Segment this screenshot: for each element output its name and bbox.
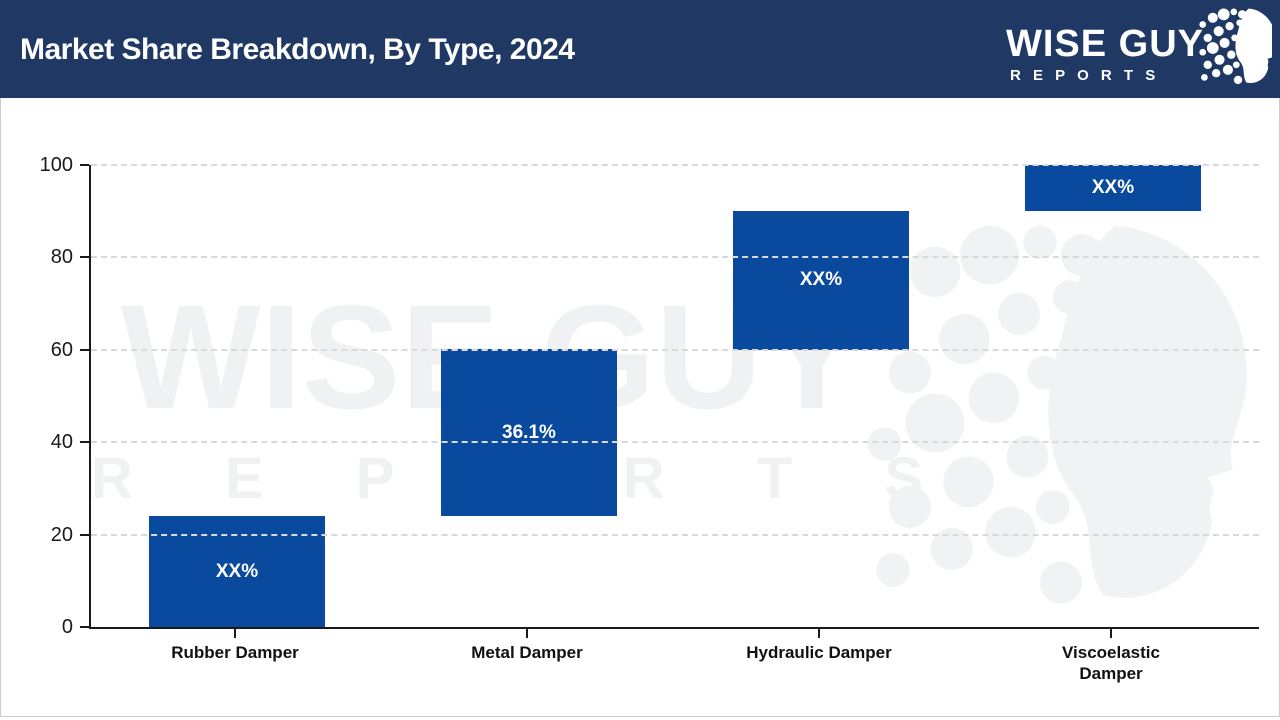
y-tick-mark <box>80 441 89 444</box>
bar-value-label: 36.1% <box>502 421 556 443</box>
gridline <box>91 348 1259 351</box>
wise-guy-logo: WISE GUY R E P O R T S <box>1004 4 1276 99</box>
y-tick-label: 60 <box>50 338 73 361</box>
x-tick-label-rubber-damper: Rubber Damper <box>171 643 299 662</box>
logo-text-wiseguy: WISE GUY <box>1006 23 1204 65</box>
y-tick-mark <box>80 256 89 259</box>
gridline <box>91 164 1259 166</box>
page-title: Market Share Breakdown, By Type, 2024 <box>20 33 575 66</box>
bar-viscoelastic-damper: XX% <box>1024 165 1201 212</box>
gridline <box>91 533 1259 536</box>
bar-value-label: XX% <box>799 269 843 291</box>
gridline <box>91 441 1259 444</box>
y-tick-label: 20 <box>50 523 73 546</box>
y-tick-mark <box>80 626 89 628</box>
y-tick-label: 40 <box>50 431 73 454</box>
bar-hydraulic-damper: XX% <box>732 211 909 350</box>
x-tick-mark <box>526 629 528 638</box>
bar-value-label: XX% <box>1091 177 1135 199</box>
bar-value-label: XX% <box>215 560 259 582</box>
bar-metal-damper: 36.1% <box>440 349 617 517</box>
y-tick-mark <box>80 533 89 536</box>
plot-area: XX% 36.1% XX% XX% <box>89 164 1259 629</box>
logo-text-reports: R E P O R T S <box>1010 67 1159 84</box>
logo-face-icon <box>1199 8 1276 85</box>
y-tick-label: 100 <box>39 154 73 176</box>
y-tick-mark <box>80 348 89 351</box>
x-tick-mark <box>818 629 820 638</box>
y-tick-label: 80 <box>50 246 73 269</box>
y-tick-label: 0 <box>61 616 73 638</box>
header-band: Market Share Breakdown, By Type, 2024 WI… <box>0 0 1280 98</box>
y-tick-mark <box>80 164 89 166</box>
gridline <box>91 256 1259 259</box>
x-tick-label-metal-damper: Metal Damper <box>471 643 583 662</box>
x-tick-mark <box>1110 629 1112 638</box>
chart-panel: WISE GUY R E P O R T S XX%36.1%XX%XX% 02… <box>0 98 1280 717</box>
x-tick-mark <box>234 629 236 638</box>
x-tick-label-hydraulic-damper: Hydraulic Damper <box>746 643 892 662</box>
x-tick-label-viscoelastic-damper: Viscoelastic Damper <box>1062 643 1160 684</box>
